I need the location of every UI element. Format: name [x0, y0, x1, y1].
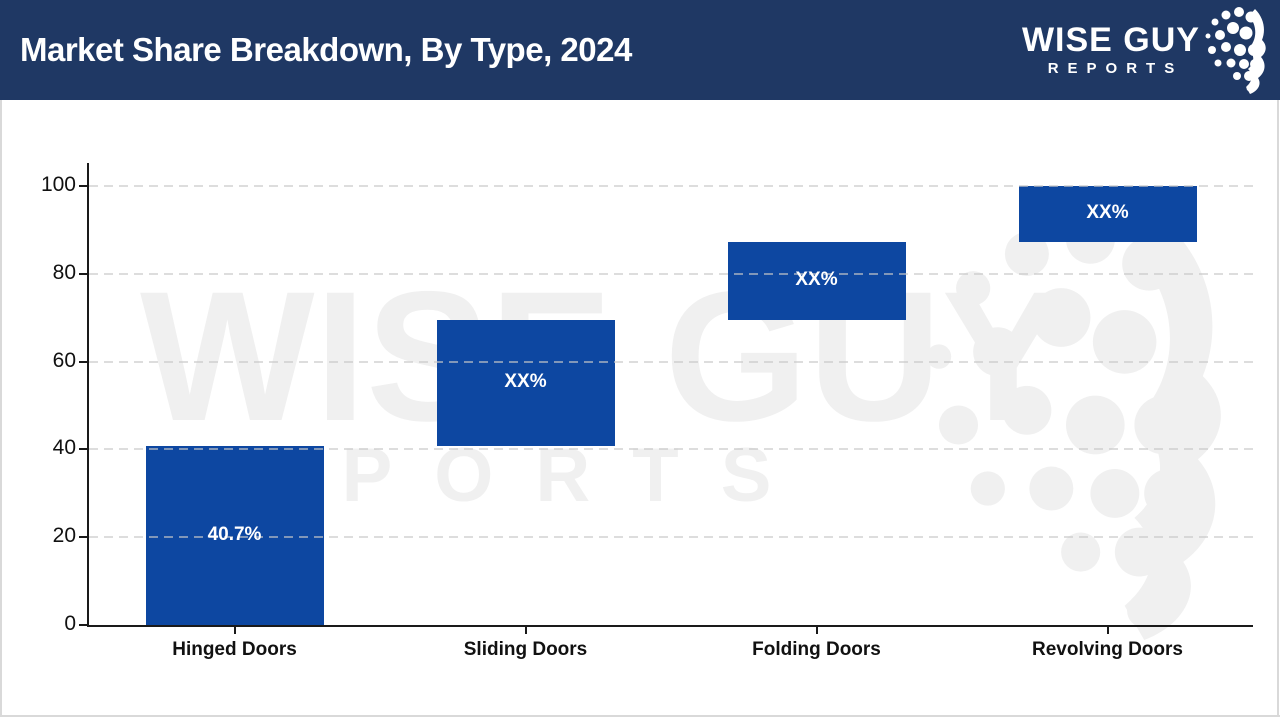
y-tick-label: 20 — [52, 524, 76, 548]
bar-value-label: 40.7% — [207, 523, 262, 545]
y-tick-mark — [79, 272, 87, 275]
gridline — [89, 448, 1253, 451]
y-tick-label: 80 — [52, 260, 76, 284]
y-tick-mark — [79, 536, 87, 539]
card-border-left — [0, 100, 2, 716]
x-tick-mark — [1106, 627, 1109, 634]
bar-segment — [145, 446, 324, 625]
y-tick-label: 60 — [52, 348, 76, 372]
x-tick-mark — [524, 627, 527, 634]
chart-title: Market Share Breakdown, By Type, 2024 — [20, 31, 632, 68]
x-category-label: Sliding Doors — [463, 639, 588, 660]
x-tick-mark — [233, 627, 236, 634]
y-tick-label: 100 — [40, 173, 76, 196]
y-tick-mark — [79, 360, 87, 363]
gridline — [89, 360, 1253, 363]
logo-text: WISE GUY REPORTS — [1021, 20, 1200, 78]
header-band: Market Share Breakdown, By Type, 2024 WI… — [0, 0, 1280, 100]
logo-subtitle: REPORTS — [1047, 60, 1184, 78]
y-tick-label: 0 — [64, 612, 76, 635]
logo-head-icon — [1205, 7, 1266, 94]
logo-name: WISE GUY — [1021, 20, 1200, 59]
bar-segment — [727, 242, 906, 320]
y-tick-label: 40 — [52, 436, 76, 460]
gridline — [89, 536, 1253, 539]
x-tick-mark — [815, 627, 818, 634]
y-tick-mark — [79, 448, 87, 451]
x-category-label: Revolving Doors — [1032, 639, 1183, 660]
card-border-right — [1277, 100, 1279, 716]
bar-value-label: XX% — [1086, 202, 1129, 224]
x-axis-line — [87, 625, 1253, 627]
x-category-label: Hinged Doors — [172, 639, 297, 660]
y-axis-line — [87, 163, 89, 627]
wise-guy-logo: WISE GUY REPORTS — [1022, 4, 1266, 96]
watermark-head-icon — [926, 214, 1221, 640]
gridline — [89, 272, 1253, 275]
x-category-label: Folding Doors — [752, 639, 881, 660]
card-border-bottom — [0, 715, 1280, 717]
y-tick-mark — [79, 185, 87, 187]
bar-value-label: XX% — [795, 269, 838, 291]
gridline — [89, 185, 1253, 187]
bar-segment — [1018, 186, 1197, 243]
y-tick-mark — [79, 624, 87, 626]
bar-value-label: XX% — [504, 371, 547, 393]
bar-segment — [436, 319, 615, 447]
